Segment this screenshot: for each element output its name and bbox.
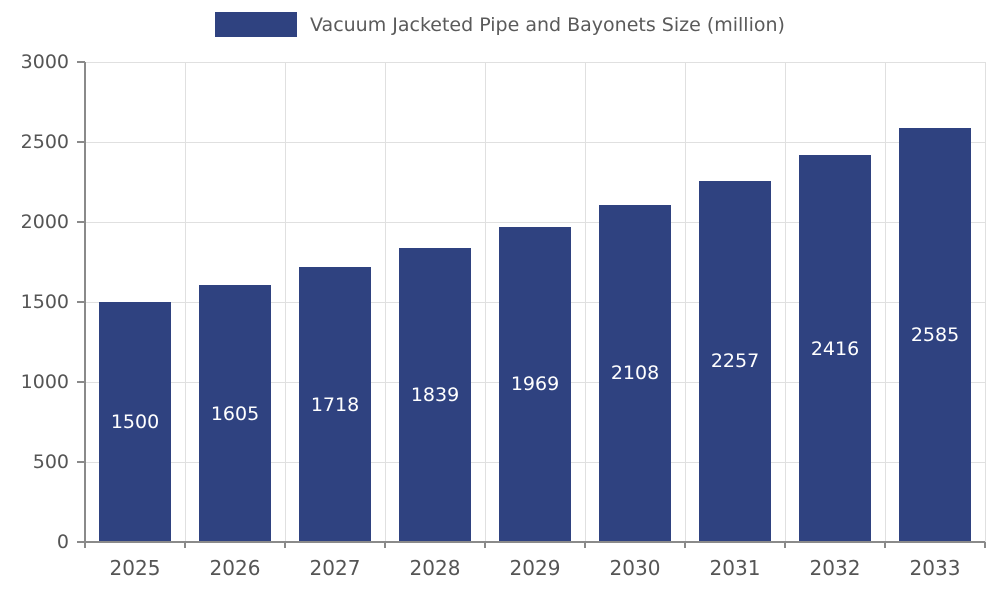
bar	[199, 285, 271, 541]
gridline-vertical	[784, 62, 786, 542]
bar	[499, 226, 571, 541]
y-axis-tick	[77, 61, 85, 63]
y-axis-tick	[77, 221, 85, 223]
x-axis-tick	[384, 542, 386, 548]
bar-value-label: 1605	[210, 403, 260, 425]
chart-title: Vacuum Jacketed Pipe and Bayonets Size (…	[310, 13, 785, 36]
bar	[99, 302, 171, 541]
bar-value-label: 2416	[810, 338, 860, 360]
gridline-vertical	[684, 62, 686, 542]
x-axis-label: 2028	[409, 556, 461, 580]
x-axis-tick	[184, 542, 186, 548]
bar-value-label: 2108	[610, 362, 660, 384]
bar	[299, 267, 371, 541]
x-axis-label: 2033	[909, 556, 961, 580]
bar-value-label: 1839	[410, 384, 460, 406]
gridline-vertical	[984, 62, 986, 542]
gridline-vertical	[184, 62, 186, 542]
y-axis-tick	[77, 301, 85, 303]
gridline-vertical	[284, 62, 286, 542]
x-axis-tick	[484, 542, 486, 548]
y-axis-label: 1500	[20, 291, 69, 313]
gridline-vertical	[884, 62, 886, 542]
x-axis-label: 2031	[709, 556, 761, 580]
gridline-horizontal	[85, 61, 985, 63]
gridline-horizontal	[85, 141, 985, 143]
y-axis-label: 2000	[20, 211, 69, 233]
x-axis-line	[77, 541, 985, 543]
gridline-vertical	[384, 62, 386, 542]
bar-value-label: 1969	[510, 373, 560, 395]
y-axis-tick	[77, 141, 85, 143]
x-axis-tick	[784, 542, 786, 548]
y-axis-label: 0	[56, 531, 69, 553]
bar	[799, 155, 871, 541]
x-axis-label: 2030	[609, 556, 661, 580]
x-axis-tick	[884, 542, 886, 548]
x-axis-tick	[584, 542, 586, 548]
y-axis-label: 2500	[20, 131, 69, 153]
gridline-vertical	[584, 62, 586, 542]
x-axis-tick	[284, 542, 286, 548]
chart-legend[interactable]: Vacuum Jacketed Pipe and Bayonets Size (…	[0, 12, 1000, 37]
x-axis-label: 2025	[109, 556, 161, 580]
y-axis-line	[84, 62, 86, 548]
x-axis-label: 2029	[509, 556, 561, 580]
bar	[899, 128, 971, 541]
y-axis-tick	[77, 381, 85, 383]
x-axis-tick	[684, 542, 686, 548]
bar-value-label: 1500	[110, 411, 160, 433]
bar-value-label: 2585	[910, 324, 960, 346]
y-axis-label: 500	[32, 451, 69, 473]
y-axis-label: 3000	[20, 51, 69, 73]
x-axis-label: 2027	[309, 556, 361, 580]
bar	[599, 204, 671, 541]
y-axis-label: 1000	[20, 371, 69, 393]
bar-value-label: 2257	[710, 350, 760, 372]
bar	[699, 180, 771, 541]
y-axis-tick	[77, 461, 85, 463]
x-axis-label: 2032	[809, 556, 861, 580]
legend-swatch-icon	[215, 12, 298, 37]
x-axis-label: 2026	[209, 556, 261, 580]
x-axis-tick	[984, 542, 986, 548]
gridline-vertical	[484, 62, 486, 542]
bar-value-label: 1718	[310, 394, 360, 416]
bar	[399, 247, 471, 541]
gridline-horizontal	[85, 221, 985, 223]
